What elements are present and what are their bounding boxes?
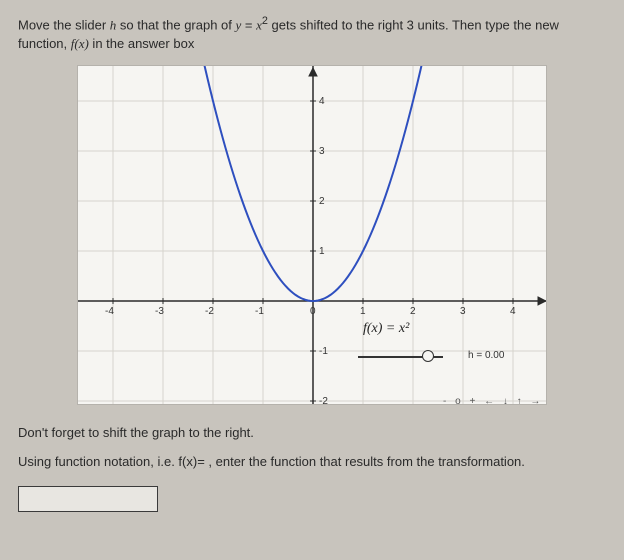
tick-label: 4: [510, 306, 516, 317]
fx-text: f(x): [71, 36, 89, 51]
eq-mid: =: [241, 17, 256, 32]
tick-label: -2: [319, 396, 328, 405]
answer-input[interactable]: [18, 486, 158, 512]
tick-label: 0: [310, 306, 316, 317]
hint-text: Don't forget to shift the graph to the r…: [18, 423, 606, 472]
graph-toolbar[interactable]: - o + ← ↓ ↑ →: [443, 396, 543, 405]
tick-label: -1: [319, 346, 328, 357]
tick-label: 4: [319, 96, 325, 107]
instr-prefix: Move the slider: [18, 17, 110, 32]
tick-label: -3: [155, 306, 164, 317]
tick-label: 1: [360, 306, 366, 317]
hint-line-2: Using function notation, i.e. f(x)= , en…: [18, 452, 606, 472]
h-slider-thumb[interactable]: [422, 350, 434, 362]
tick-label: -1: [255, 306, 264, 317]
tick-label: 3: [319, 146, 325, 157]
function-label: f(x) = x²: [363, 321, 409, 337]
tick-label: 2: [319, 196, 325, 207]
graph-panel[interactable]: -4 -3 -2 -1 0 1 2 3 4 1 2 3 4 -1 -2 f(x) = x² h = 0.00 - …: [77, 65, 547, 405]
tick-label: -4: [105, 306, 114, 317]
tick-label: 1: [319, 246, 325, 257]
tick-label: -2: [205, 306, 214, 317]
instruction-text: Move the slider h so that the graph of y…: [18, 14, 606, 53]
instr-mid1: so that the graph of: [116, 17, 235, 32]
instr-tail: in the answer box: [89, 36, 195, 51]
hint-line-1: Don't forget to shift the graph to the r…: [18, 423, 606, 443]
tick-label: 2: [410, 306, 416, 317]
tick-label: 3: [460, 306, 466, 317]
h-value-label: h = 0.00: [468, 350, 504, 361]
